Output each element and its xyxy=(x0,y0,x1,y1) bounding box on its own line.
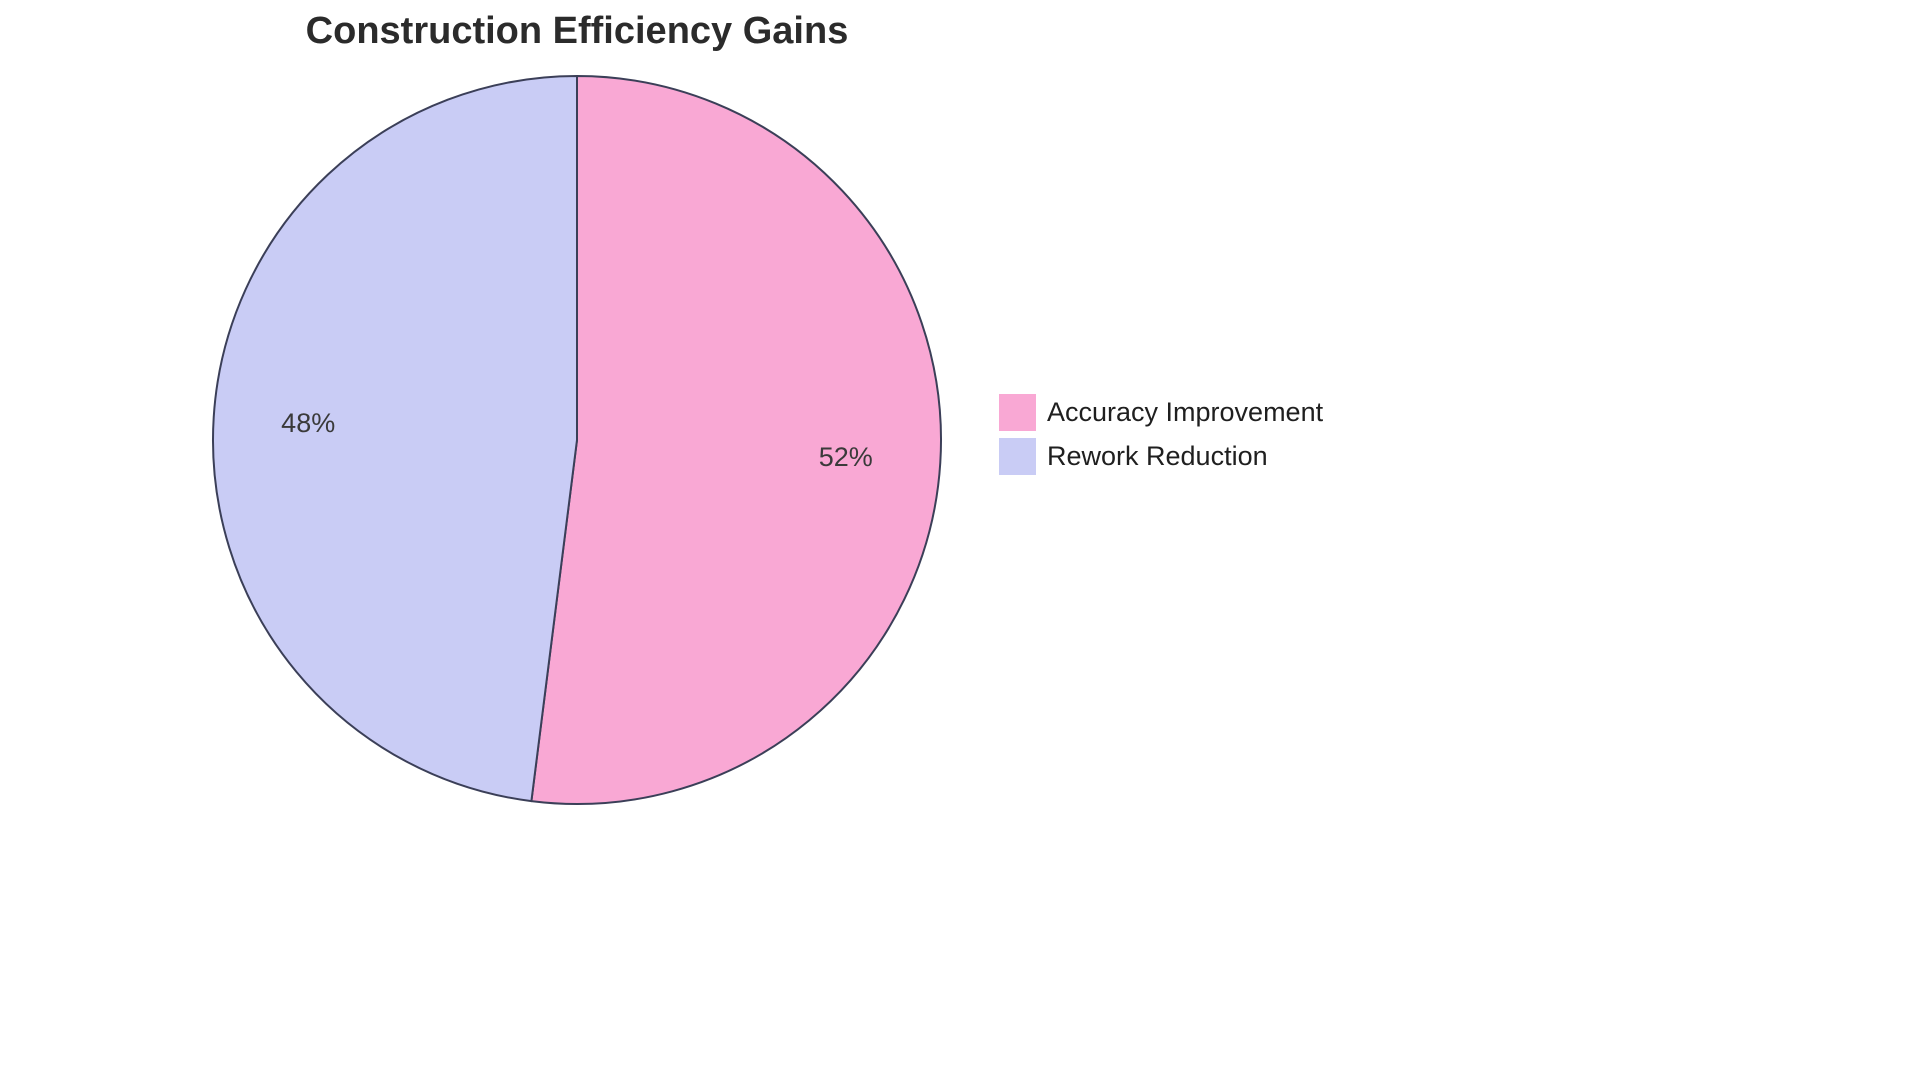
pie-slice-accuracy-improvement xyxy=(530,75,942,805)
slice-label-rework-reduction: 48% xyxy=(281,408,335,438)
legend-swatch-rework-reduction xyxy=(999,438,1036,475)
legend-item: Accuracy Improvement xyxy=(999,394,1323,431)
legend-label-accuracy-improvement: Accuracy Improvement xyxy=(1047,397,1324,427)
pie-slice-rework-reduction xyxy=(212,75,578,803)
legend-item: Rework Reduction xyxy=(999,438,1323,475)
legend-label-rework-reduction: Rework Reduction xyxy=(1047,441,1268,471)
slice-label-accuracy-improvement: 52% xyxy=(819,442,873,472)
legend-swatch-accuracy-improvement xyxy=(999,394,1036,431)
chart-title: Construction Efficiency Gains xyxy=(305,10,849,52)
legend: Accuracy Improvement Rework Reduction xyxy=(999,394,1323,475)
